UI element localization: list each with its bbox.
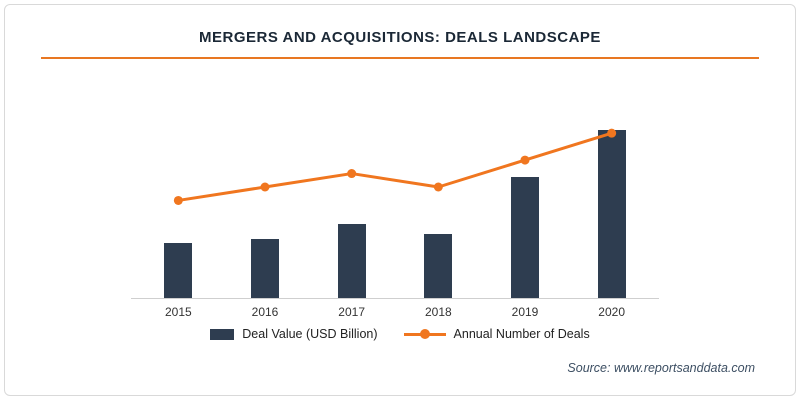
legend-label-number-of-deals: Annual Number of Deals <box>453 327 590 341</box>
x-tick-2016: 2016 <box>251 305 279 319</box>
title-underline <box>41 57 759 59</box>
line-marker-2018 <box>433 182 443 192</box>
bar-2018 <box>424 234 453 298</box>
bar-2016 <box>251 239 279 298</box>
line-marker-2016 <box>260 182 270 192</box>
x-tick-2018: 2018 <box>424 305 452 319</box>
x-axis-line <box>131 298 659 299</box>
x-tick-2015: 2015 <box>164 305 192 319</box>
plot-area <box>135 113 655 298</box>
legend-item-number-of-deals: Annual Number of Deals <box>403 327 590 341</box>
bar-swatch-icon <box>210 328 235 340</box>
source-attribution: Source: www.reportsanddata.com <box>567 361 755 375</box>
legend-item-deal-value: Deal Value (USD Billion) <box>210 327 378 341</box>
bar-2015 <box>164 242 193 298</box>
line-marker-2019 <box>520 155 530 165</box>
x-tick-2019: 2019 <box>511 305 539 319</box>
line-marker-2015 <box>173 195 183 205</box>
legend: Deal Value (USD Billion) Annual Number o… <box>5 327 795 341</box>
line-marker-2017 <box>347 169 357 179</box>
bar-2020 <box>597 129 626 298</box>
x-axis-labels: 2015 2016 2017 2018 2019 2020 <box>135 305 655 321</box>
x-tick-2020: 2020 <box>598 305 625 319</box>
line-swatch-icon <box>403 328 446 340</box>
x-tick-2017: 2017 <box>338 305 365 319</box>
legend-label-deal-value: Deal Value (USD Billion) <box>242 327 378 341</box>
line-marker-2020 <box>607 128 617 138</box>
chart-card: MERGERS AND ACQUISITIONS: DEALS LANDSCAP… <box>4 4 796 396</box>
bar-2019 <box>511 176 539 298</box>
chart-title: MERGERS AND ACQUISITIONS: DEALS LANDSCAP… <box>199 29 601 46</box>
deals-line-series <box>173 128 617 205</box>
bar-2017 <box>337 224 366 298</box>
